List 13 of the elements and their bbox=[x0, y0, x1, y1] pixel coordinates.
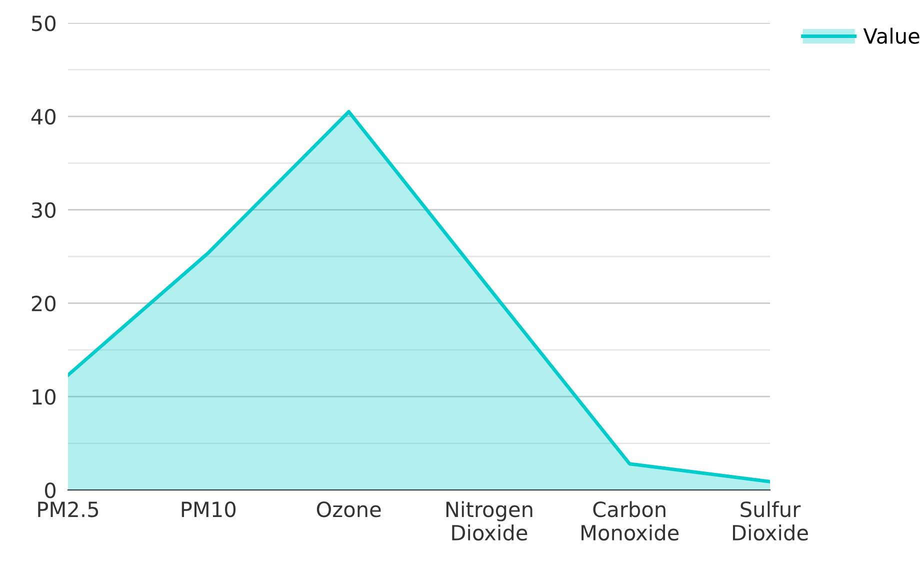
y-tick-label: 50 bbox=[32, 15, 56, 32]
x-tick-label: Nitrogen Dioxide bbox=[446, 501, 532, 541]
x-tick-label: PM10 bbox=[182, 501, 236, 518]
y-tick-label: 20 bbox=[32, 296, 56, 312]
legend-label: Value bbox=[863, 28, 920, 44]
x-tick-label: Carbon Monoxide bbox=[582, 501, 679, 541]
y-tick-label: 40 bbox=[31, 108, 56, 125]
y-tick-label: 30 bbox=[32, 202, 56, 218]
y-tick-label: 0 bbox=[45, 482, 56, 498]
x-tick-label: PM2.5 bbox=[38, 501, 98, 518]
x-tick-label: Ozone bbox=[316, 501, 381, 518]
y-tick-label: 10 bbox=[32, 389, 56, 405]
x-tick-label: Sulfur Dioxide bbox=[733, 501, 808, 541]
